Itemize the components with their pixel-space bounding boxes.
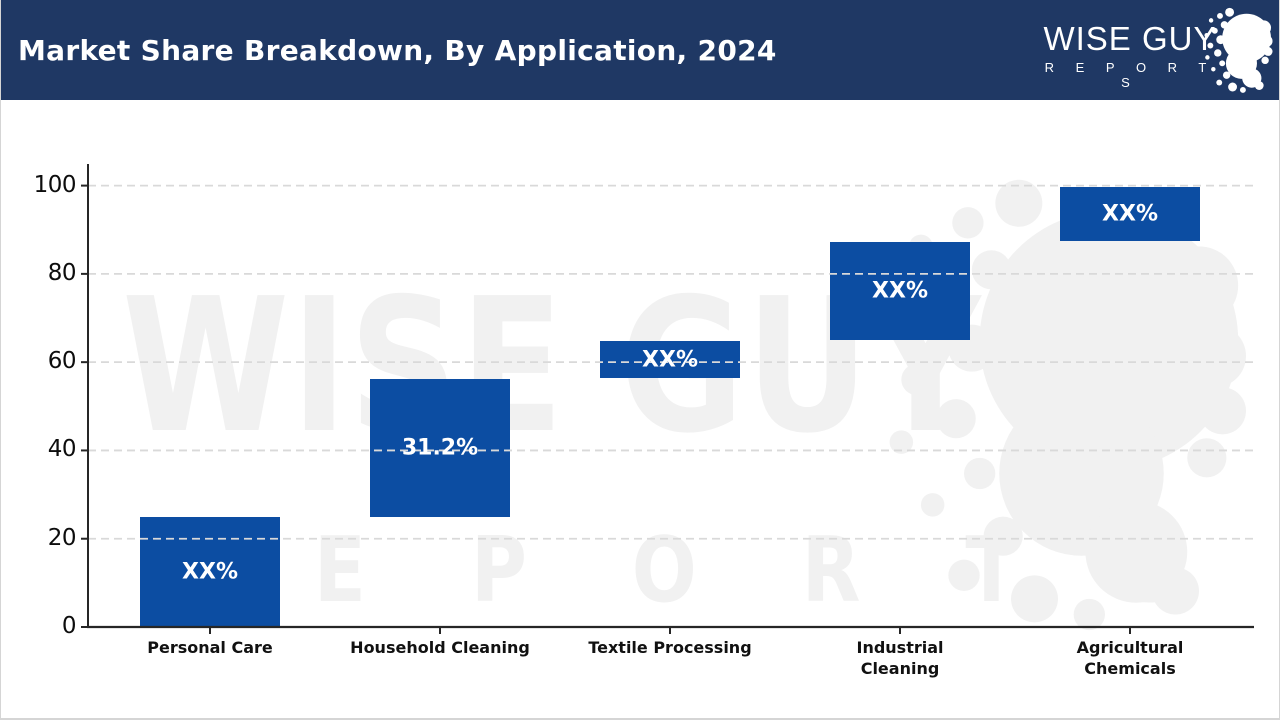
brand-logo: WISE GUY R E P O R T S [1039,20,1221,90]
bar-textile-processing [600,340,740,379]
logo-wordmark: WISE GUY [1043,20,1217,57]
bar-agricultural-chemicals [1060,187,1200,242]
header: Market Share Breakdown, By Application, … [0,0,1280,100]
logo-subtitle: R E P O R T S [1044,59,1216,90]
bar-personal-care [140,517,280,627]
bar-industrial-cleaning [830,241,970,341]
bar-household-cleaning [370,378,510,517]
page-title: Market Share Breakdown, By Application, … [18,33,777,67]
